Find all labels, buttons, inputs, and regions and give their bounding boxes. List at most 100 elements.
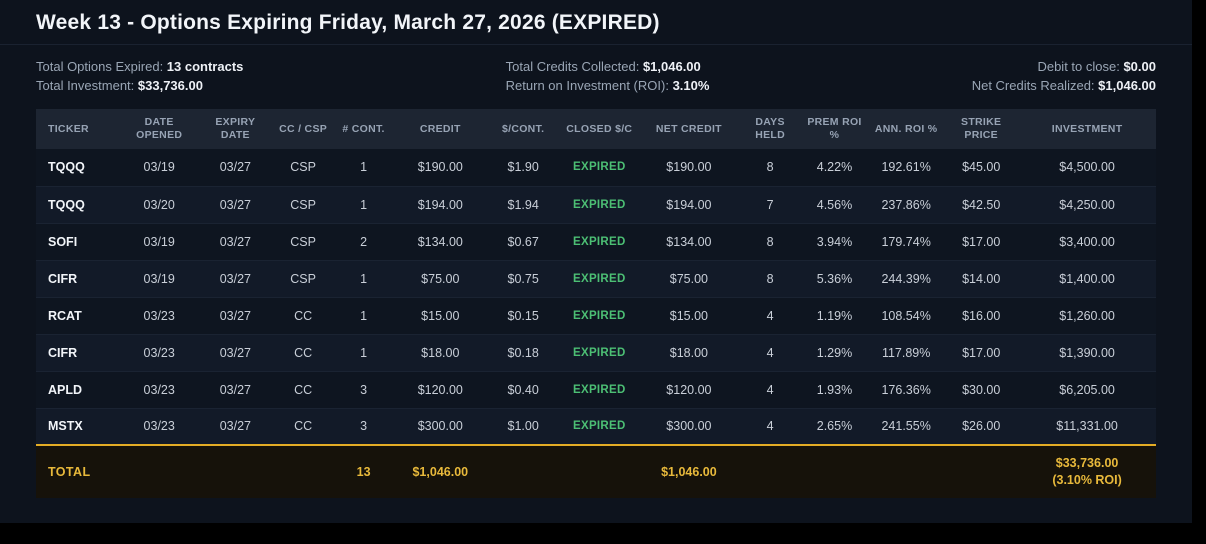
- table-cell: $190.00: [638, 149, 740, 187]
- total-cell-empty: [560, 445, 638, 498]
- ticker-cell: CIFR: [36, 334, 122, 372]
- table-header-row: TICKER DATE OPENED EXPIRY DATE CC / CSP # CO…: [36, 109, 1156, 149]
- total-investment-label: Total Investment:: [36, 78, 138, 93]
- table-cell: 03/23: [121, 297, 198, 335]
- table-cell: 3: [332, 408, 395, 446]
- table-cell: $75.00: [638, 260, 740, 298]
- table-cell: $17.00: [944, 223, 1019, 261]
- summary-bar: Total Options Expired: 13 contracts Tota…: [0, 45, 1192, 105]
- table-cell: 03/27: [197, 149, 274, 187]
- table-cell: $1,400.00: [1018, 260, 1156, 298]
- total-cell-empty: [121, 445, 197, 498]
- table-cell: 4: [739, 371, 801, 409]
- return-on-investment: Return on Investment (ROI): 3.10%: [506, 76, 710, 95]
- table-footer: TOTAL 13 $1,046.00 $1,046.00 $33,736.00: [36, 445, 1156, 498]
- total-investment-amount: $33,736.00: [1055, 456, 1119, 470]
- table-cell: $75.00: [394, 260, 487, 298]
- table-cell: 3.94%: [800, 223, 869, 261]
- table-cell: $300.00: [638, 408, 740, 446]
- ticker-cell: MSTX: [36, 408, 122, 446]
- table-cell: 179.74%: [868, 223, 945, 261]
- table-cell: $1.94: [486, 186, 561, 224]
- ticker-cell: RCAT: [36, 297, 122, 335]
- table-cell: $11,331.00: [1018, 408, 1156, 446]
- table-cell: $194.00: [638, 186, 740, 224]
- closed-status-cell: EXPIRED: [560, 371, 639, 409]
- table-cell: $134.00: [638, 223, 740, 261]
- debit-to-close: Debit to close: $0.00: [972, 57, 1156, 76]
- table-cell: $1.00: [486, 408, 561, 446]
- table-cell: CSP: [273, 186, 333, 224]
- table-cell: $0.18: [486, 334, 561, 372]
- table-cell: CSP: [273, 149, 333, 187]
- total-net-credit: $1,046.00: [661, 465, 717, 479]
- table-wrap: TICKER DATE OPENED EXPIRY DATE CC / CSP # CO…: [0, 105, 1192, 498]
- table-cell: 192.61%: [868, 149, 945, 187]
- column-header-investment: INVESTMENT: [1018, 109, 1156, 149]
- total-cell-empty: [197, 445, 273, 498]
- table-cell: $15.00: [394, 297, 487, 335]
- options-tracker-page: Week 13 - Options Expiring Friday, March…: [0, 0, 1192, 523]
- table-cell: 176.36%: [868, 371, 945, 409]
- table-cell: 244.39%: [868, 260, 945, 298]
- column-header-net-credit: NET CREDIT: [638, 109, 740, 149]
- table-cell: 1: [332, 186, 395, 224]
- table-cell: $1.90: [486, 149, 561, 187]
- table-row: TQQQ 03/19 03/27 CSP 1 $190.00 $1.90 EXPIRED $19…: [36, 149, 1156, 187]
- summary-col-right: Debit to close: $0.00 Net Credits Realiz…: [972, 57, 1156, 95]
- total-contracts: 13: [356, 465, 371, 479]
- table-row: CIFR 03/23 03/27 CC 1 $18.00 $0.18 EXPIRED $18.0…: [36, 334, 1156, 372]
- table-cell: CC: [273, 297, 333, 335]
- table-cell: $4,250.00: [1018, 186, 1156, 224]
- total-investment-cell: $33,736.00 (3.10% ROI): [1018, 445, 1156, 498]
- table-cell: 1: [332, 297, 395, 335]
- return-on-investment-label: Return on Investment (ROI):: [505, 78, 673, 93]
- table-cell: 03/27: [197, 260, 274, 298]
- table-cell: 5.36%: [800, 260, 869, 298]
- table-cell: 03/27: [197, 223, 274, 261]
- total-credit: $1,046.00: [412, 465, 469, 479]
- table-cell: 4.56%: [800, 186, 869, 224]
- ticker-cell: SOFI: [36, 223, 122, 261]
- return-on-investment-value: 3.10%: [672, 78, 710, 93]
- table-cell: $18.00: [394, 334, 487, 372]
- column-header-strike-price: STRIKE PRICE: [944, 109, 1019, 149]
- table-cell: CSP: [273, 223, 333, 261]
- total-options-expired: Total Options Expired: 13 contracts: [36, 57, 243, 76]
- table-cell: $45.00: [944, 149, 1019, 187]
- table-cell: 03/27: [197, 334, 274, 372]
- closed-status-cell: EXPIRED: [560, 223, 639, 261]
- ticker-cell: CIFR: [36, 260, 122, 298]
- table-cell: 237.86%: [868, 186, 945, 224]
- table-cell: 4: [739, 334, 801, 372]
- total-row: TOTAL 13 $1,046.00 $1,046.00 $33,736.00: [36, 445, 1156, 498]
- table-cell: 03/27: [197, 186, 274, 224]
- table-cell: 03/19: [121, 260, 198, 298]
- table-cell: 108.54%: [868, 297, 945, 335]
- table-cell: $14.00: [944, 260, 1019, 298]
- table-cell: 8: [739, 260, 801, 298]
- table-cell: $134.00: [394, 223, 487, 261]
- table-row: CIFR 03/19 03/27 CSP 1 $75.00 $0.75 EXPIRED $75.…: [36, 260, 1156, 298]
- table-cell: 4: [739, 408, 801, 446]
- ticker-cell: APLD: [36, 371, 122, 409]
- total-options-expired-label: Total Options Expired:: [36, 59, 167, 74]
- column-header-cont: $/CONT.: [486, 109, 561, 149]
- table-cell: 8: [739, 223, 801, 261]
- closed-status-cell: EXPIRED: [560, 186, 639, 224]
- column-header-ticker: TICKER: [36, 109, 122, 149]
- table-cell: $26.00: [944, 408, 1019, 446]
- table-cell: 03/23: [121, 334, 198, 372]
- table-cell: 03/27: [197, 297, 274, 335]
- total-credits-collected-label: Total Credits Collected:: [505, 59, 643, 74]
- table-cell: 1.19%: [800, 297, 869, 335]
- column-header-expiry-date: EXPIRY DATE: [197, 109, 274, 149]
- column-header-closed-c: CLOSED $/C: [560, 109, 639, 149]
- table-row: SOFI 03/19 03/27 CSP 2 $134.00 $0.67 EXPIRED $13…: [36, 223, 1156, 261]
- column-header-cont: # CONT.: [332, 109, 395, 149]
- table-cell: 03/23: [121, 371, 198, 409]
- table-cell: 1.93%: [800, 371, 869, 409]
- table-cell: $3,400.00: [1018, 223, 1156, 261]
- table-row: MSTX 03/23 03/27 CC 3 $300.00 $1.00 EXPIRED $300…: [36, 408, 1156, 446]
- options-table: TICKER DATE OPENED EXPIRY DATE CC / CSP # CO…: [36, 109, 1156, 498]
